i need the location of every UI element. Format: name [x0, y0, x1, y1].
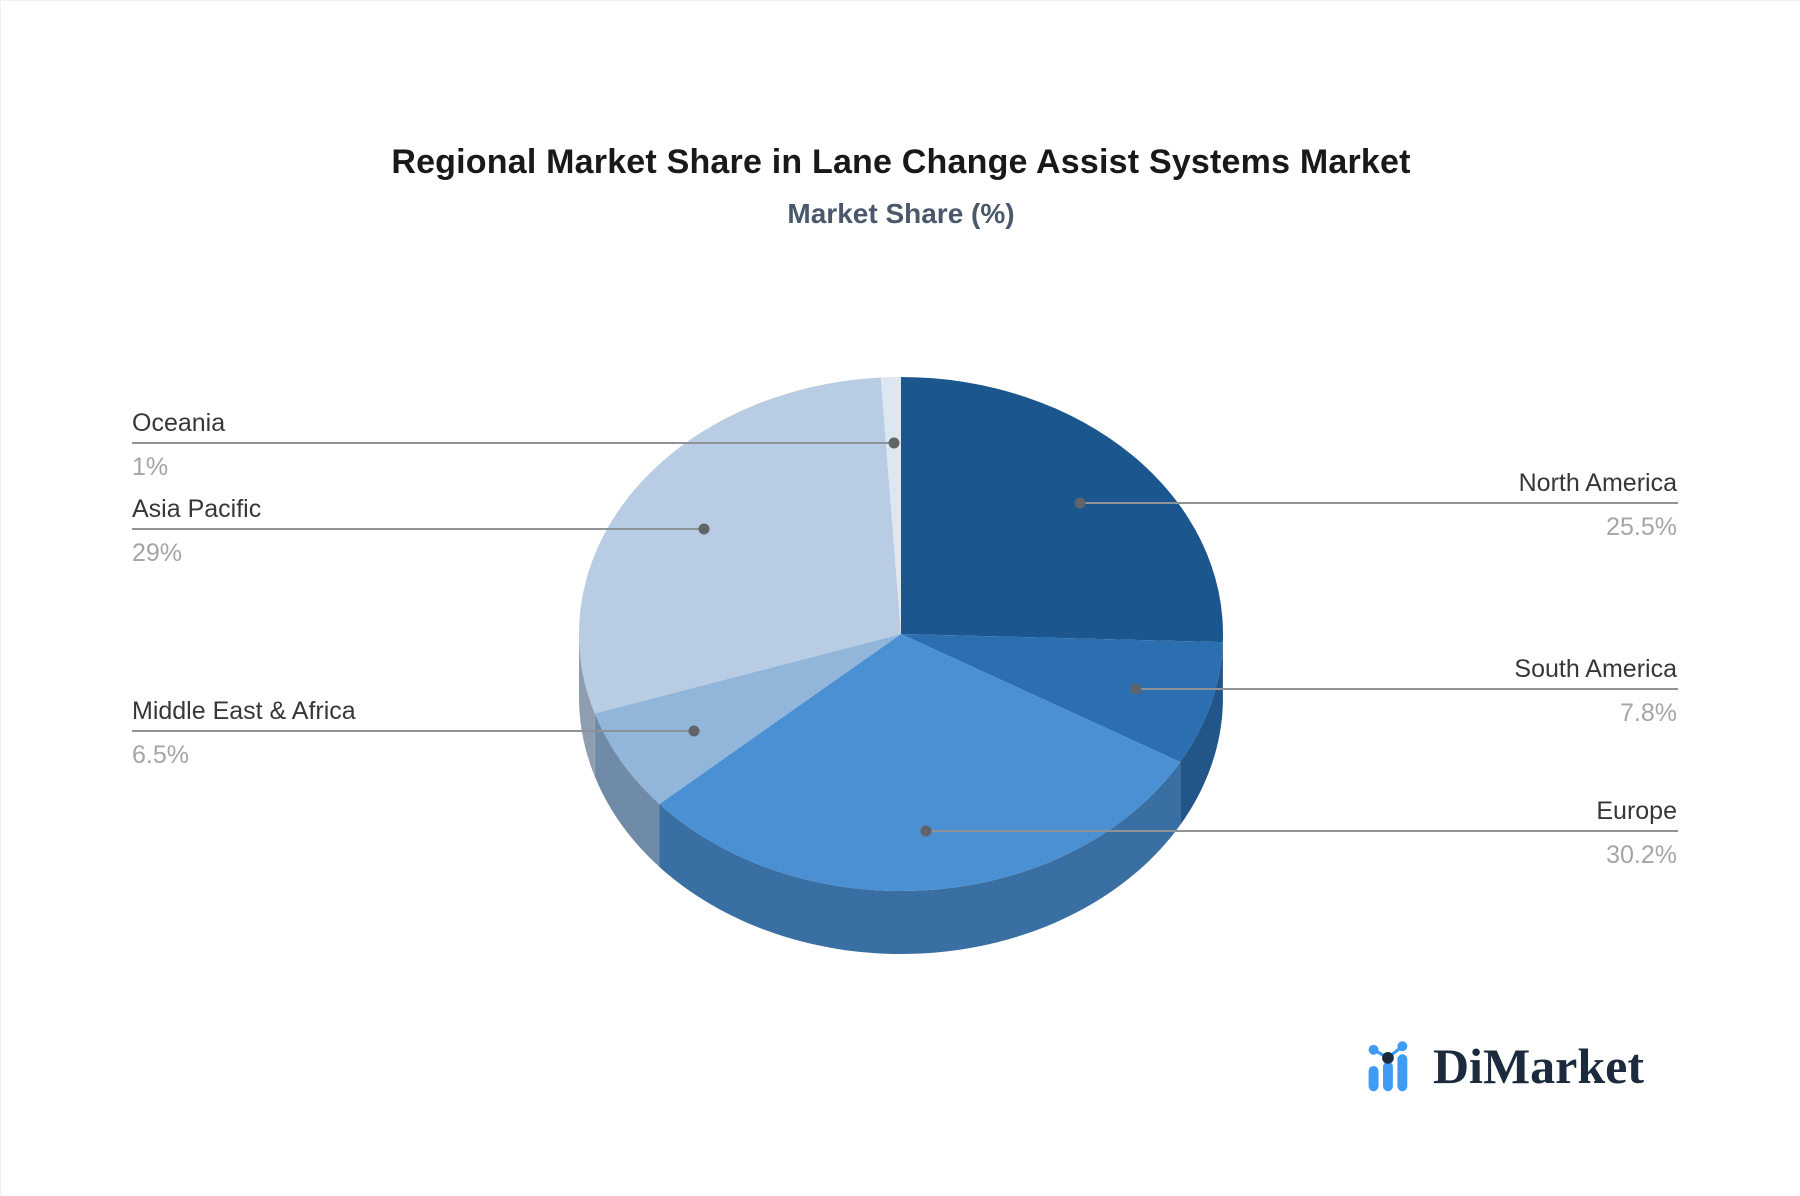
connector-dot-europe	[920, 825, 932, 837]
connector-dot-south-america	[1130, 683, 1142, 695]
slice-label-north-america: North America	[1518, 469, 1677, 497]
pie-slices	[579, 377, 1223, 954]
connector-dot-asia-pacific	[698, 523, 710, 535]
slice-value-asia-pacific: 29%	[132, 539, 183, 567]
slice-label-oceania: Oceania	[132, 409, 226, 437]
brand-name: DiMarket	[1432, 1038, 1644, 1094]
slice-value-europe: 30.2%	[1606, 841, 1677, 869]
pie-slice-side-middle-east-africa	[594, 713, 660, 867]
slice-label-south-america: South America	[1514, 655, 1677, 683]
pie-slice-middle-east-africa[interactable]	[594, 634, 901, 804]
pie-slice-north-america[interactable]	[901, 377, 1223, 643]
slice-value-south-america: 7.8%	[1620, 699, 1677, 727]
pie-slice-asia-pacific[interactable]	[579, 377, 901, 714]
pie-slice-south-america[interactable]	[901, 634, 1223, 763]
slice-label-middle-east-africa: Middle East & Africa	[132, 697, 356, 725]
pie-slice-europe[interactable]	[659, 634, 1181, 892]
slice-label-europe: Europe	[1596, 797, 1677, 825]
slice-label-asia-pacific: Asia Pacific	[132, 495, 262, 523]
pie-slice-side-asia-pacific	[579, 634, 595, 777]
slice-value-oceania: 1%	[132, 453, 169, 481]
connector-dot-oceania	[888, 437, 900, 449]
slice-value-north-america: 25.5%	[1606, 513, 1677, 541]
slice-value-middle-east-africa: 6.5%	[132, 741, 189, 769]
connector-dot-north-america	[1074, 497, 1086, 509]
brand-logo: DiMarket	[1365, 1035, 1644, 1097]
connector-dot-middle-east-africa	[688, 725, 700, 737]
chart-title: Regional Market Share in Lane Change Ass…	[391, 143, 1411, 181]
bar-line-chart-logo-icon	[1368, 1041, 1408, 1092]
chart-subtitle: Market Share (%)	[787, 198, 1015, 229]
pie-slice-side-europe	[659, 762, 1181, 954]
pie-slice-side-south-america	[1180, 642, 1223, 826]
connector-lines	[132, 437, 1678, 837]
